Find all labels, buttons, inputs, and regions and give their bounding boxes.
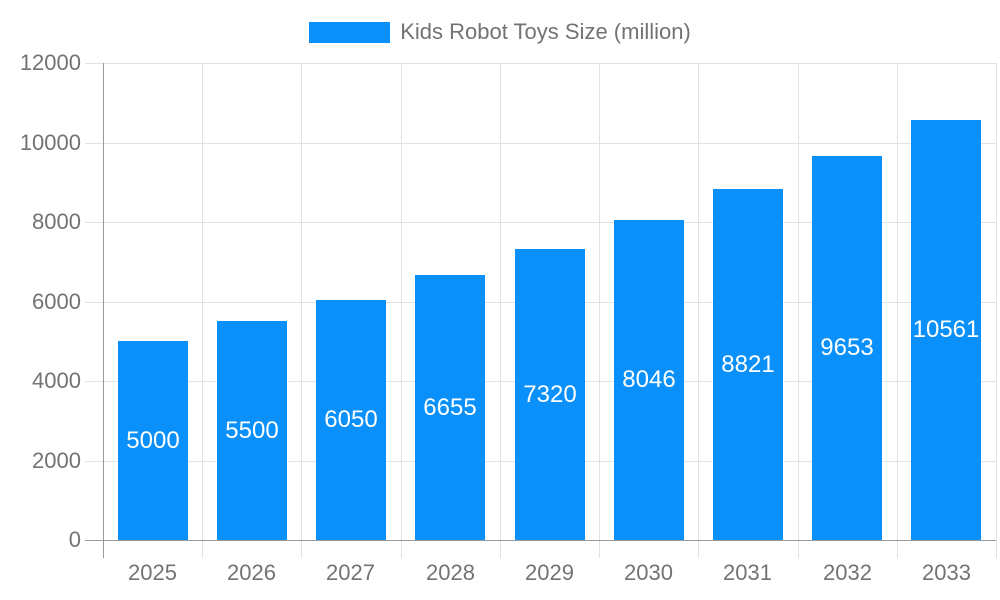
x-axis-tick-label: 2030 [624, 560, 673, 585]
x-axis-line [85, 540, 996, 541]
bar[interactable]: 5500 [217, 321, 287, 540]
bar[interactable]: 9653 [812, 156, 882, 540]
bar[interactable]: 8821 [713, 189, 783, 540]
y-axis-tick-label: 12000 [19, 50, 81, 75]
y-axis-line [103, 63, 104, 558]
y-gridline [85, 143, 996, 144]
x-gridline [202, 63, 203, 558]
x-axis-tick-label: 2025 [128, 560, 177, 585]
bar-value-label: 10561 [912, 316, 980, 343]
x-gridline [401, 63, 402, 558]
bar[interactable]: 6050 [316, 300, 386, 540]
x-axis-tick-label: 2033 [922, 560, 971, 585]
y-gridline [85, 63, 996, 64]
x-gridline [500, 63, 501, 558]
legend-item[interactable]: Kids Robot Toys Size (million) [309, 19, 691, 45]
bar-value-label: 8821 [721, 350, 775, 378]
legend-swatch-icon [309, 21, 391, 43]
bar[interactable]: 5000 [118, 341, 188, 540]
x-gridline [996, 63, 997, 558]
y-gridline [85, 222, 996, 223]
y-axis-tick-label: 6000 [32, 289, 81, 314]
y-axis-tick-label: 2000 [32, 448, 81, 473]
bar-value-label: 9653 [820, 334, 874, 361]
bar[interactable]: 7320 [515, 249, 585, 540]
bar-value-label: 8046 [622, 366, 676, 393]
x-gridline [897, 63, 898, 558]
x-axis-tick-label: 2027 [326, 560, 375, 585]
chart-legend: Kids Robot Toys Size (million) [0, 19, 1000, 45]
bar[interactable]: 6655 [415, 275, 485, 540]
bar-value-label: 6050 [324, 406, 378, 433]
x-axis-tick-label: 2031 [723, 560, 772, 585]
y-axis-tick-label: 8000 [32, 209, 81, 234]
y-axis-tick-label: 10000 [19, 130, 81, 155]
y-axis-tick-label: 4000 [32, 368, 81, 393]
x-axis-tick-label: 2029 [525, 560, 574, 585]
bar-value-label: 7320 [523, 380, 577, 408]
bar[interactable]: 10561 [911, 120, 981, 540]
bar-value-label: 6655 [423, 393, 477, 421]
x-axis-tick-label: 2026 [227, 560, 276, 585]
legend-label: Kids Robot Toys Size (million) [400, 19, 691, 44]
x-gridline [798, 63, 799, 558]
bar-value-label: 5000 [126, 426, 180, 454]
x-gridline [599, 63, 600, 558]
x-axis-tick-label: 2028 [426, 560, 475, 585]
bar[interactable]: 8046 [614, 220, 684, 540]
bar-value-label: 5500 [225, 416, 279, 444]
x-gridline [301, 63, 302, 558]
x-gridline [698, 63, 699, 558]
x-axis-tick-label: 2032 [823, 560, 872, 585]
y-axis-tick-label: 0 [68, 527, 81, 552]
